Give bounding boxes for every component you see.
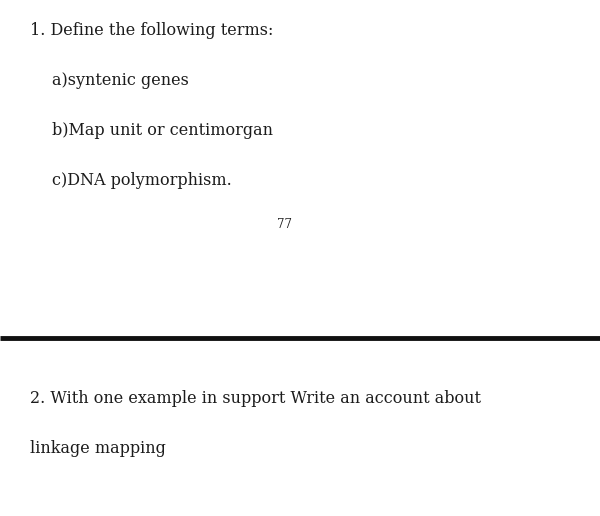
Text: b)Map unit or centimorgan: b)Map unit or centimorgan [52,122,273,139]
Text: c)DNA polymorphism.: c)DNA polymorphism. [52,172,232,189]
Text: a)syntenic genes: a)syntenic genes [52,72,189,89]
Text: 2. With one example in support Write an account about: 2. With one example in support Write an … [30,390,481,407]
Text: 1. Define the following terms:: 1. Define the following terms: [30,22,274,39]
Text: 77: 77 [277,218,293,231]
Text: linkage mapping: linkage mapping [30,440,166,457]
